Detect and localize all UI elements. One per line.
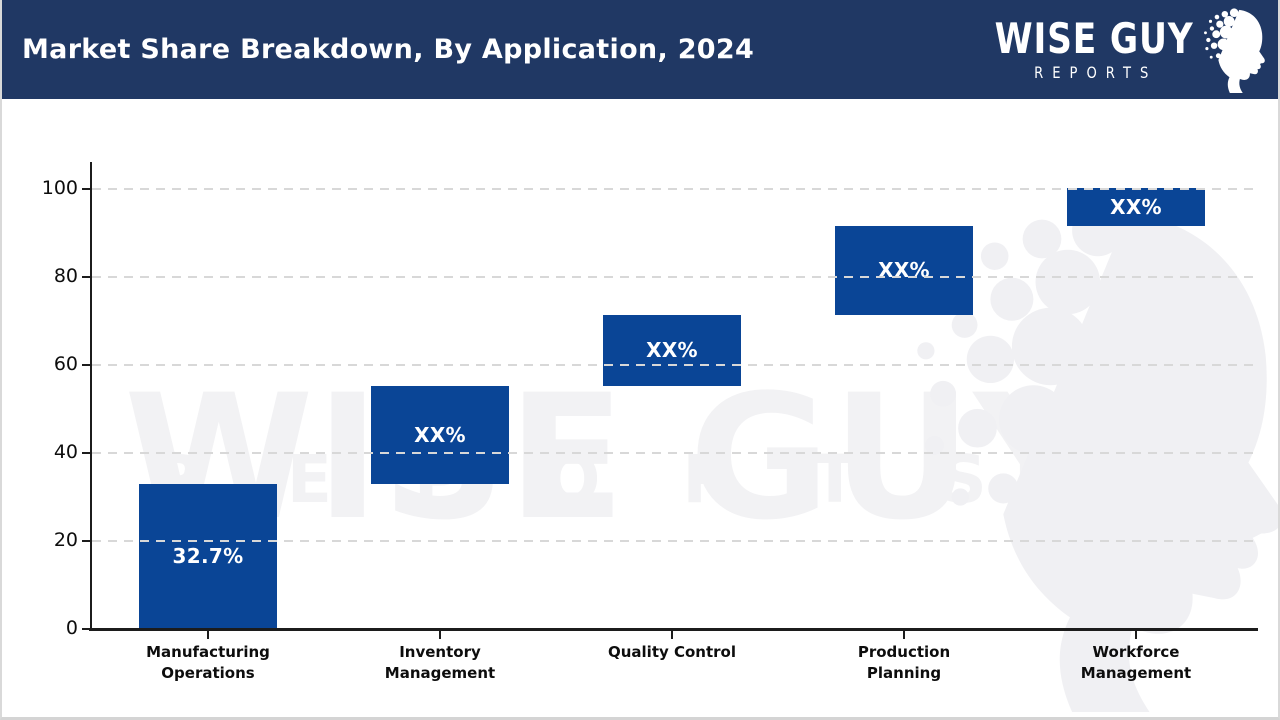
y-tick-mark [82,540,90,542]
x-tick-mark [671,631,673,639]
x-category-label: Inventory Management [384,643,496,682]
y-gridline [92,540,1256,542]
bar-2: XX% [371,385,509,485]
logo-wordmark: WISE GUY [995,13,1194,63]
x-tick-mark [1135,631,1137,639]
x-tick-mark [207,631,209,639]
bar-5: XX% [1067,188,1205,226]
logo-text: WISE GUY REPORTS [995,13,1194,82]
y-tick-label: 100 [41,177,78,199]
x-category-label: Quality Control [607,643,736,661]
y-axis-line [90,162,92,630]
y-tick-mark [82,452,90,454]
wise-guy-reports-logo: WISE GUY REPORTS [951,7,1268,93]
bar-value-label: XX% [1110,194,1162,219]
header-bar: Market Share Breakdown, By Application, … [2,0,1278,99]
dotted-head-icon [1204,7,1265,93]
y-gridline [92,276,1256,278]
y-tick-mark [82,188,90,190]
bar-1: 32.7% [139,484,277,628]
x-category-label: Production Planning [857,643,951,682]
bar-value-label: 32.7% [172,544,244,569]
bar-value-label: XX% [878,258,930,283]
x-axis-line [89,628,1258,631]
x-category-label: Manufacturing Operations [146,643,270,682]
y-tick-mark [82,628,90,630]
bar-value-label: XX% [646,338,698,363]
logo-subtitle: REPORTS [1034,62,1158,82]
y-tick-mark [82,364,90,366]
y-tick-label: 40 [53,441,78,463]
y-gridline [92,452,1256,454]
y-tick-label: 20 [53,529,78,551]
y-gridline [92,188,1256,190]
y-tick-label: 80 [53,265,78,287]
bar-3: XX% [603,315,741,386]
bar-value-label: XX% [414,422,466,447]
page-title: Market Share Breakdown, By Application, … [22,34,755,65]
x-tick-mark [439,631,441,639]
y-tick-mark [82,276,90,278]
chart-body: WISE GUY REPORTS 0 20 40 60 80 100 32.7% Manufa… [2,99,1278,717]
y-tick-label: 0 [65,617,78,639]
x-tick-mark [903,631,905,639]
y-tick-label: 60 [53,353,78,375]
x-category-label: Workforce Management [1080,643,1192,682]
bar-4: XX% [835,225,973,316]
y-gridline [92,364,1256,366]
